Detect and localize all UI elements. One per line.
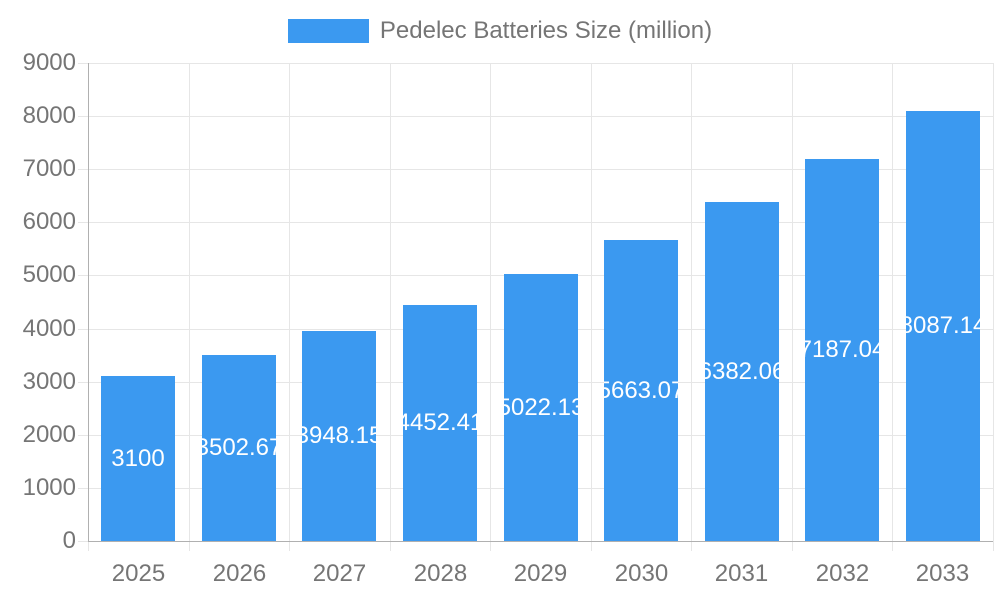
bar-value-label: 6382.06 bbox=[705, 357, 779, 385]
x-axis-tick-label: 2026 bbox=[212, 560, 267, 587]
y-axis-tick-label: 7000 bbox=[22, 155, 76, 182]
x-axis-border bbox=[88, 541, 993, 542]
chart-legend[interactable]: Pedelec Batteries Size (million) bbox=[0, 19, 1000, 43]
y-axis-tick-label: 5000 bbox=[22, 261, 76, 288]
y-gridline bbox=[78, 222, 993, 223]
bar-2025[interactable]: 3100 bbox=[101, 376, 175, 541]
y-axis-border bbox=[88, 63, 89, 541]
x-gridline bbox=[691, 63, 692, 551]
bar-value-label: 7187.04 bbox=[805, 336, 879, 363]
x-gridline bbox=[390, 63, 391, 551]
x-axis-tick-label: 2028 bbox=[413, 560, 468, 587]
bar-value-label: 5663.07 bbox=[604, 376, 678, 404]
x-axis-tick-label: 2030 bbox=[614, 560, 669, 587]
bar-value-label: 3948.15 bbox=[302, 422, 376, 449]
bar-2027[interactable]: 3948.15 bbox=[302, 331, 376, 541]
x-gridline bbox=[490, 63, 491, 551]
y-axis-tick-label: 1000 bbox=[22, 474, 76, 501]
bar-2030[interactable]: 5663.07 bbox=[604, 240, 678, 541]
legend-label: Pedelec Batteries Size (million) bbox=[379, 17, 713, 44]
x-gridline bbox=[289, 63, 290, 551]
y-axis-tick-label: 3000 bbox=[22, 368, 76, 395]
y-axis-tick-label: 2000 bbox=[22, 421, 76, 448]
bar-value-label: 3100 bbox=[111, 444, 165, 472]
x-gridline bbox=[993, 63, 994, 551]
x-axis-tick-label: 2033 bbox=[915, 560, 970, 587]
bar-2032[interactable]: 7187.04 bbox=[805, 159, 879, 541]
y-axis-tick-label: 6000 bbox=[22, 208, 76, 235]
bar-2028[interactable]: 4452.41 bbox=[403, 305, 477, 541]
y-gridline bbox=[78, 169, 993, 170]
bar-value-label: 4452.41 bbox=[403, 409, 477, 436]
bar-value-label: 8087.14 bbox=[906, 312, 980, 339]
x-gridline bbox=[189, 63, 190, 551]
bar-2029[interactable]: 5022.13 bbox=[504, 274, 578, 541]
y-axis-tick-label: 0 bbox=[62, 527, 76, 554]
y-axis-tick-label: 4000 bbox=[22, 315, 76, 342]
y-gridline bbox=[78, 63, 993, 64]
x-gridline bbox=[792, 63, 793, 551]
bar-value-label: 5022.13 bbox=[504, 393, 578, 421]
x-axis-tick-label: 2027 bbox=[312, 560, 367, 587]
x-gridline bbox=[591, 63, 592, 551]
bar-2031[interactable]: 6382.06 bbox=[705, 202, 779, 541]
legend-color-swatch bbox=[287, 19, 369, 43]
x-axis-tick-label: 2025 bbox=[111, 560, 166, 587]
x-axis-tick-label: 2029 bbox=[513, 560, 568, 587]
y-gridline bbox=[78, 116, 993, 117]
bar-2026[interactable]: 3502.67 bbox=[202, 355, 276, 541]
y-axis-tick-label: 8000 bbox=[22, 102, 76, 129]
bar-2033[interactable]: 8087.14 bbox=[906, 111, 980, 541]
bar-value-label: 3502.67 bbox=[202, 434, 276, 461]
x-axis-tick-label: 2032 bbox=[815, 560, 870, 587]
x-gridline bbox=[892, 63, 893, 551]
x-axis-tick-label: 2031 bbox=[714, 560, 769, 587]
y-axis-tick-label: 9000 bbox=[22, 49, 76, 76]
